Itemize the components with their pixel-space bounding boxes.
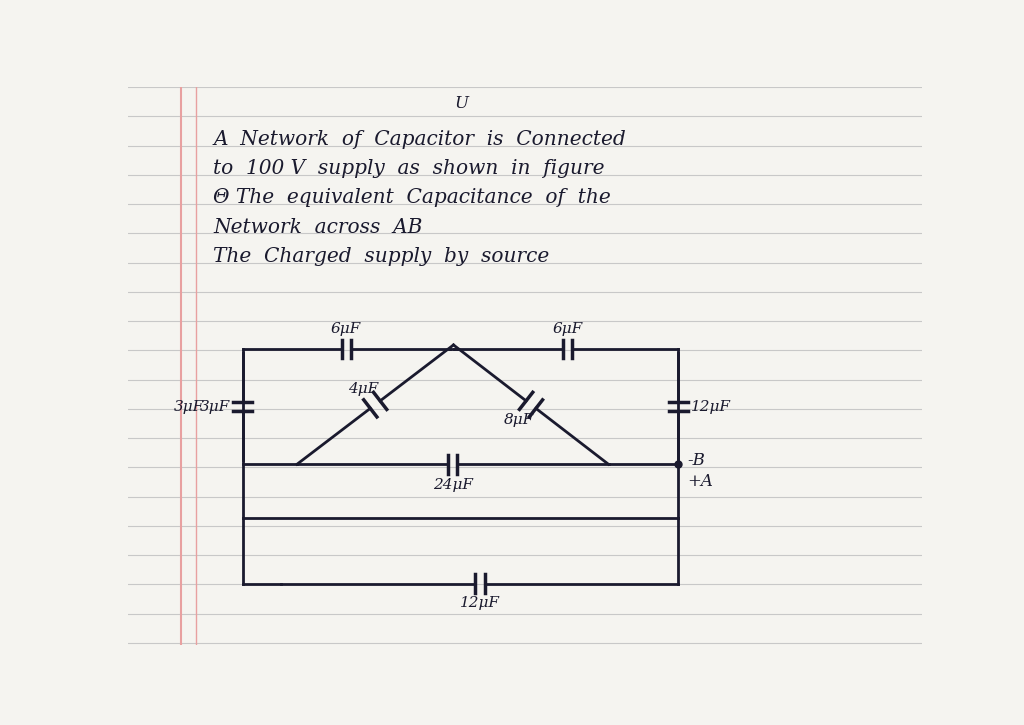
Text: 8μF: 8μF	[504, 413, 535, 427]
Text: 24μF: 24μF	[433, 478, 473, 492]
Text: A  Network  of  Capacitor  is  Connected: A Network of Capacitor is Connected	[213, 130, 626, 149]
Text: 6μF: 6μF	[331, 323, 361, 336]
Text: Θ The  equivalent  Capacitance  of  the: Θ The equivalent Capacitance of the	[213, 188, 611, 207]
Text: Network  across  AB: Network across AB	[213, 218, 423, 236]
Text: +A: +A	[687, 473, 714, 490]
Text: 12μF: 12μF	[460, 596, 500, 610]
Text: -B: -B	[687, 452, 706, 469]
Text: The  Charged  supply  by  source: The Charged supply by source	[213, 247, 550, 266]
Text: 4μF: 4μF	[348, 382, 379, 397]
Text: to  100 V  supply  as  shown  in  figure: to 100 V supply as shown in figure	[213, 159, 605, 178]
Text: 12μF: 12μF	[690, 399, 731, 413]
Text: 3μF: 3μF	[174, 399, 204, 413]
Text: 3μF: 3μF	[200, 399, 230, 413]
Text: 6μF: 6μF	[553, 323, 583, 336]
Text: U: U	[455, 95, 468, 112]
